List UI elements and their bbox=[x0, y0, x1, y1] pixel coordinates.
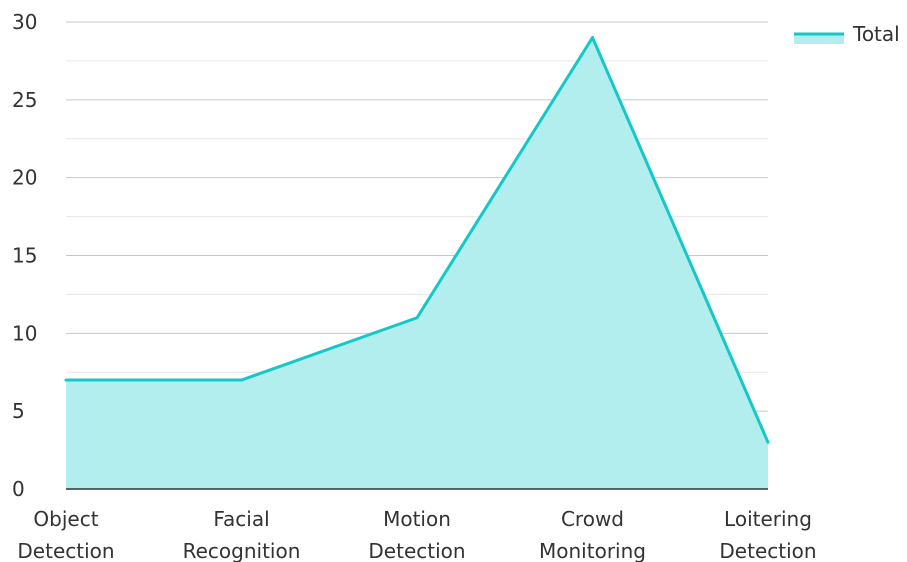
y-tick-label: 10 bbox=[12, 321, 37, 345]
data-point bbox=[64, 378, 68, 382]
data-point bbox=[591, 36, 594, 40]
y-tick-label: 25 bbox=[12, 88, 37, 112]
x-axis-tick-labels: Object Detection Facial Recognition Motion De… bbox=[17, 507, 816, 562]
x-tick-label: Motion Detection bbox=[368, 507, 465, 562]
x-tick-label: Object Detection bbox=[17, 507, 114, 562]
y-tick-label: 5 bbox=[12, 399, 25, 423]
y-tick-label: 20 bbox=[12, 166, 37, 190]
series-area bbox=[64, 36, 770, 490]
y-tick-label: 15 bbox=[12, 244, 37, 268]
data-point bbox=[415, 316, 419, 320]
legend-label: Total bbox=[852, 22, 900, 46]
y-tick-label: 30 bbox=[12, 10, 37, 34]
y-tick-label: 0 bbox=[12, 477, 25, 501]
y-axis-tick-labels: 0 5 10 15 20 25 30 bbox=[12, 10, 37, 501]
x-tick-label: Facial Recognition bbox=[183, 507, 301, 562]
x-tick-label: Crowd Monitoring bbox=[539, 507, 646, 562]
x-tick-label: Loitering Detection bbox=[719, 507, 816, 562]
data-point bbox=[766, 440, 770, 444]
legend-swatch-fill bbox=[794, 34, 844, 44]
series-area-fill bbox=[66, 37, 768, 490]
data-point bbox=[240, 378, 243, 382]
legend: Total bbox=[794, 22, 900, 46]
